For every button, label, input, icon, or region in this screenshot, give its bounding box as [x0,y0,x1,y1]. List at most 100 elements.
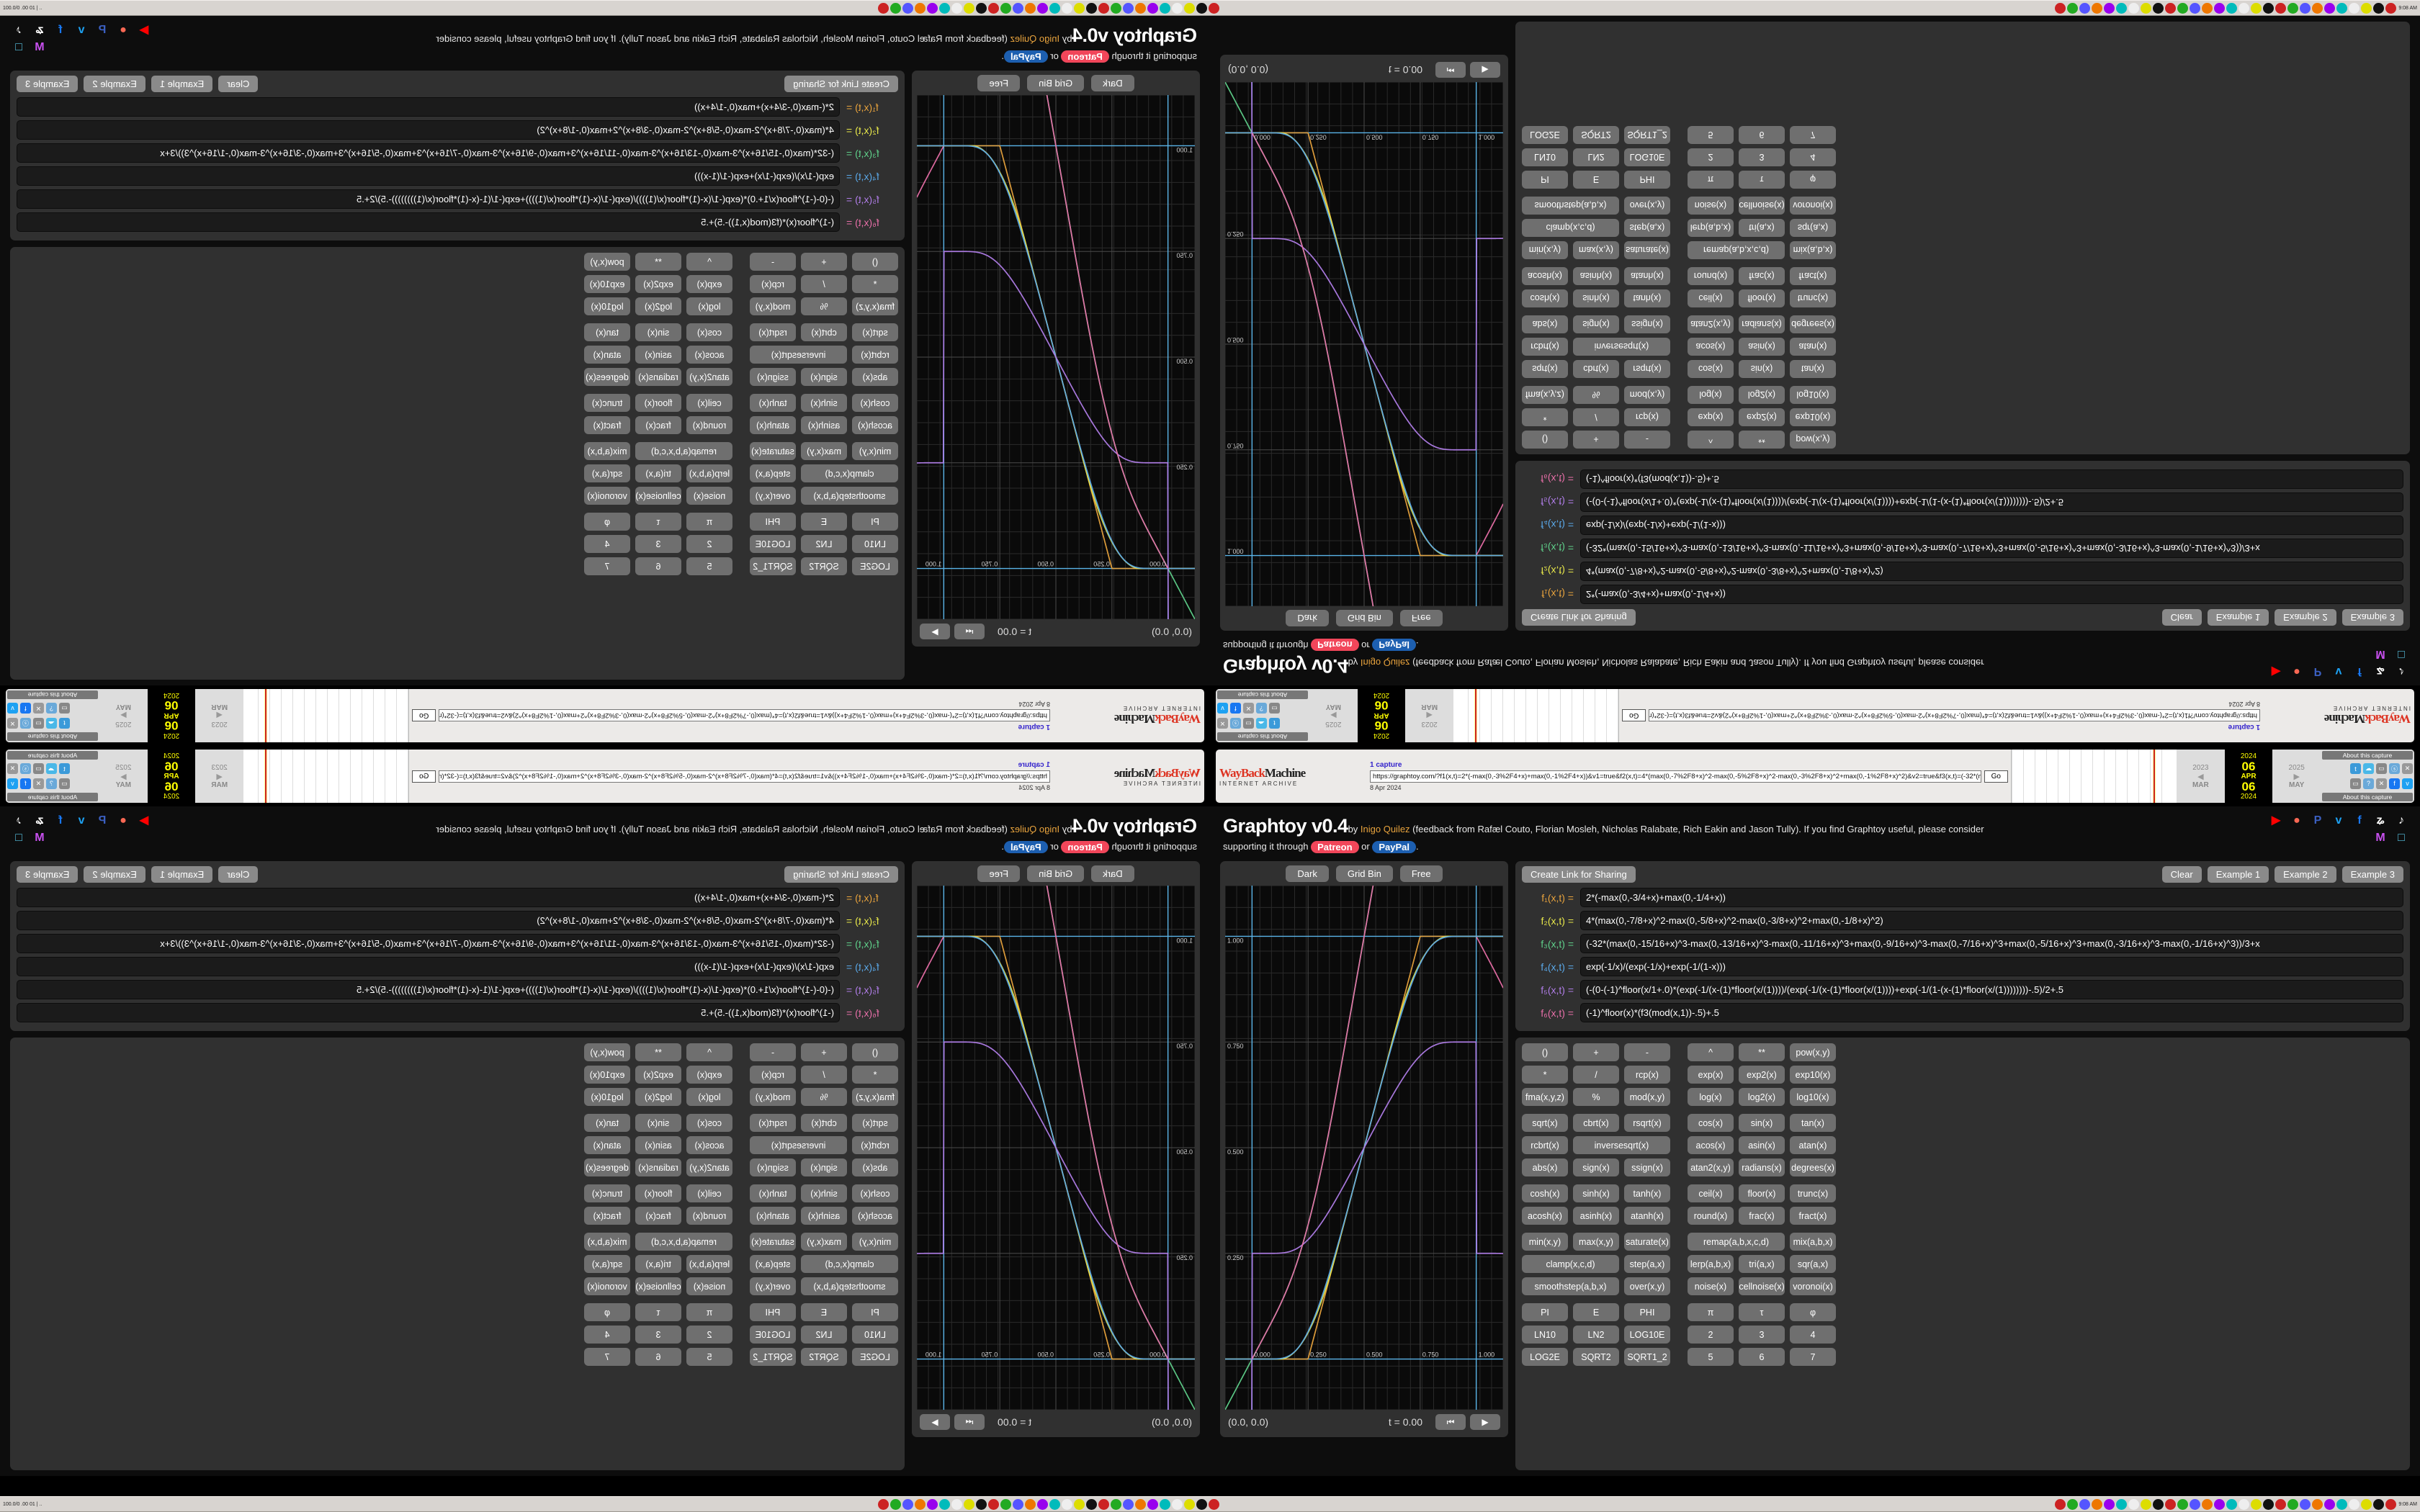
keypad-button-ssign(x)[interactable]: ssign(x) [750,1158,796,1176]
close-icon-2[interactable]: ✕ [33,778,44,789]
keypad-button-exp10(x)[interactable]: exp10(x) [1790,1066,1836,1084]
facebook-share-icon[interactable]: f [1230,703,1241,714]
taskbar-item[interactable] [1024,2,1036,14]
free-button[interactable]: Free [1399,865,1443,882]
keypad-button-exp2(x)[interactable]: exp2(x) [635,275,681,293]
taskbar-item[interactable] [2361,2,2372,14]
keypad-button-SQRT1_2[interactable]: SQRT1_2 [1624,1348,1670,1366]
wayback-bar-bottom-left[interactable]: WayBackMachine INTERNET ARCHIVE 1 capture h… [0,746,1210,806]
taskbar-item[interactable] [1110,2,1121,14]
bilibili-icon[interactable]: □ [15,832,22,844]
keypad-button-acosh(x)[interactable]: acosh(x) [1522,267,1568,285]
taskbar-item[interactable] [2067,1498,2079,1510]
keypad-button-rsqrt(x)[interactable]: rsqrt(x) [1624,360,1670,378]
keypad-button-tanh(x)[interactable]: tanh(x) [1624,1184,1670,1202]
taskbar-item[interactable] [2190,1498,2201,1510]
keypad-button-ceil(x)[interactable]: ceil(x) [1688,289,1734,307]
keypad-button-π[interactable]: π [1688,1303,1734,1321]
keypad-button-/[interactable]: / [801,1066,847,1084]
patreon-button[interactable]: Patreon [1061,50,1109,63]
keypad-button-PI[interactable]: PI [1522,1303,1568,1321]
keypad-button-cellnoise(x)[interactable]: cellnoise(x) [635,1277,681,1295]
taskbar-item[interactable] [1085,2,1097,14]
rewind-icon[interactable]: ⏮ [1435,1414,1466,1430]
taskbar-item[interactable] [2373,1498,2385,1510]
example-1-button[interactable]: Example 1 [2207,866,2269,883]
wayback-bar-top-right[interactable]: WayBackMachine INTERNET ARCHIVE 1 capture h… [1210,685,2420,746]
keypad-button--[interactable]: - [1624,431,1670,449]
keypad-button-()[interactable]: () [852,253,898,271]
keypad-button-sqrt(x)[interactable]: sqrt(x) [852,1114,898,1132]
keypad-button-LOG10E[interactable]: LOG10E [750,1326,796,1344]
tumblr-icon[interactable]: t [59,717,70,729]
keypad-button-fract(x)[interactable]: fract(x) [584,1207,630,1225]
keypad-button-τ[interactable]: τ [1739,171,1785,189]
keypad-button-τ[interactable]: τ [635,513,681,531]
about-capture-top[interactable]: About this capture [2322,751,2413,760]
rewind-icon[interactable]: ⏮ [954,1414,985,1430]
taskbar-item[interactable] [1122,1498,1134,1510]
keypad-button-round(x)[interactable]: round(x) [686,1207,732,1225]
mastodon-icon[interactable]: M [35,41,45,53]
paypal-icon[interactable]: P [2313,814,2322,827]
keypad-button-clamp(x,c,d)[interactable]: clamp(x,c,d) [1522,219,1619,237]
tumblr-icon[interactable]: t [1269,717,1280,729]
facebook-icon[interactable]: f [2357,665,2362,678]
keypad-button-atan2(x,y)[interactable]: atan2(x,y) [1688,1158,1734,1176]
keypad-button-LOG10E[interactable]: LOG10E [1624,148,1670,166]
keypad-button-voronoi(x)[interactable]: voronoi(x) [584,487,630,505]
paypal-icon[interactable]: P [2313,665,2322,678]
paypal-icon[interactable]: P [98,24,107,36]
taskbar-item[interactable] [2275,1498,2287,1510]
url-input[interactable]: https://graphtoy.com/?f1(x,t)=2*(-max(0,… [1649,709,2260,721]
keypad-button-radians(x)[interactable]: radians(x) [635,368,681,386]
example-3-button[interactable]: Example 3 [2341,866,2403,883]
taskbar-item[interactable] [2104,1498,2115,1510]
year-prev[interactable]: 2023 ◀ MAR [1405,689,1453,742]
taskbar-item[interactable] [2190,2,2201,14]
taskbar-item[interactable] [1171,1498,1183,1510]
facebook-icon[interactable]: f [58,24,63,36]
keypad-button-2[interactable]: 2 [686,535,732,553]
wayback-logo[interactable]: WayBackMachine INTERNET ARCHIVE [2263,689,2414,742]
keypad-button-PI[interactable]: PI [1522,171,1568,189]
keypad-button-rcp(x)[interactable]: rcp(x) [1624,1066,1670,1084]
window-icon[interactable]: ▭ [2350,778,2361,789]
keypad-button-acosh(x)[interactable]: acosh(x) [1522,1207,1568,1225]
twitter-icon[interactable]: ᴠ [2335,814,2342,827]
formula-input-f3[interactable]: (-32*(max(0,-15/16+x)^3-max(0,-13/16+x)^… [17,143,840,163]
keypad-button-PI[interactable]: PI [852,513,898,531]
keypad-button-**[interactable]: ** [635,253,681,271]
keypad-button-%[interactable]: % [1573,1088,1619,1106]
go-button[interactable]: Go [1622,709,1646,721]
keypad-button-**[interactable]: ** [1739,1043,1785,1061]
taskbar-item[interactable] [1159,2,1170,14]
keypad-button-smoothstep(a,b,x)[interactable]: smoothstep(a,b,x) [801,1277,898,1295]
keypad-button-radians(x)[interactable]: radians(x) [1739,1158,1785,1176]
patreon-button[interactable]: Patreon [1311,841,1359,854]
formula-input-f4[interactable]: exp(-1/x)/(exp(-1/x)+exp(-1/(1-x))) [17,957,840,976]
year-next[interactable]: 2025 ▶ MAY [1309,689,1358,742]
keypad-button-clamp(x,c,d)[interactable]: clamp(x,c,d) [801,464,898,482]
keypad-button-voronoi(x)[interactable]: voronoi(x) [1790,197,1836,215]
keypad-button-asinh(x)[interactable]: asinh(x) [801,1207,847,1225]
keypad-button-step(a,x)[interactable]: step(a,x) [1624,1255,1670,1273]
bilibili-icon[interactable]: □ [2398,648,2405,660]
taskbar-item[interactable] [975,2,987,14]
free-button[interactable]: Free [977,865,1021,882]
play-icon[interactable]: ▶ [920,1414,950,1430]
keypad-button-log10(x)[interactable]: log10(x) [1790,1088,1836,1106]
patreon-icon[interactable]: ● [120,814,127,827]
keypad-button-cos(x)[interactable]: cos(x) [1688,1114,1734,1132]
taskbar-item[interactable] [2287,1498,2299,1510]
example-2-button[interactable]: Example 2 [84,76,145,92]
taskbar-item[interactable] [1012,1498,1023,1510]
keypad-button-clamp(x,c,d)[interactable]: clamp(x,c,d) [801,1255,898,1273]
taskbar-item[interactable] [2251,1498,2262,1510]
example-2-button[interactable]: Example 2 [84,866,145,883]
keypad-button-atan(x)[interactable]: atan(x) [1790,338,1836,356]
formula-input-f5[interactable]: (-(0-(-1)^floor(x/1+.0)*(exp(-1/(x-(1)*f… [1580,492,2403,512]
keypad-button-LN2[interactable]: LN2 [801,535,847,553]
formula-input-f6[interactable]: (-1)^floor(x)*(f3(mod(x,1))-.5)+.5 [17,212,840,232]
keypad-button-fma(x,y,z)[interactable]: fma(x,y,z) [852,297,898,315]
